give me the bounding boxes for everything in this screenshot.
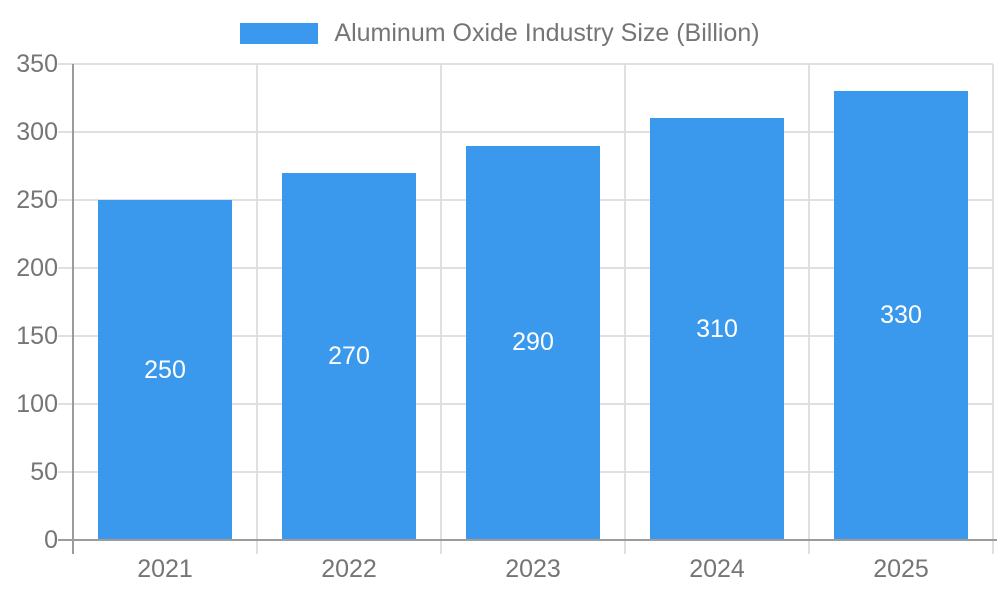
y-tick-label: 0 [44, 526, 58, 554]
y-tick-label: 200 [16, 254, 58, 282]
y-axis-line [72, 64, 74, 554]
x-gridline [624, 64, 626, 554]
x-axis-line [58, 539, 997, 541]
bar-2022: 270 [282, 172, 416, 540]
bar-value-label: 250 [144, 355, 186, 384]
bar-2021: 250 [98, 200, 232, 540]
x-gridline [256, 64, 258, 554]
legend-swatch-icon [240, 22, 319, 44]
x-tick-label: 2023 [505, 555, 561, 583]
legend-label: Aluminum Oxide Industry Size (Billion) [334, 19, 760, 47]
y-tick-label: 50 [30, 458, 58, 486]
bar-2024: 310 [650, 118, 784, 540]
y-gridline [58, 63, 993, 65]
x-tick-label: 2022 [321, 555, 377, 583]
y-tick-label: 350 [16, 50, 58, 78]
x-tick-label: 2025 [873, 555, 929, 583]
y-tick-label: 300 [16, 118, 58, 146]
x-gridline [808, 64, 810, 554]
x-gridline [992, 64, 994, 554]
bar-value-label: 270 [328, 341, 370, 370]
y-gridline [58, 131, 993, 133]
x-tick-label: 2021 [137, 555, 193, 583]
x-tick-label: 2024 [689, 555, 745, 583]
y-tick-label: 150 [16, 322, 58, 350]
bar-2025: 330 [834, 91, 968, 540]
bar-value-label: 290 [512, 328, 554, 357]
bar-2023: 290 [466, 145, 600, 540]
bar-value-label: 310 [696, 314, 738, 343]
chart-legend[interactable]: Aluminum Oxide Industry Size (Billion) [0, 20, 1000, 46]
y-tick-label: 250 [16, 186, 58, 214]
x-gridline [440, 64, 442, 554]
y-tick-label: 100 [16, 390, 58, 418]
bar-value-label: 330 [880, 301, 922, 330]
